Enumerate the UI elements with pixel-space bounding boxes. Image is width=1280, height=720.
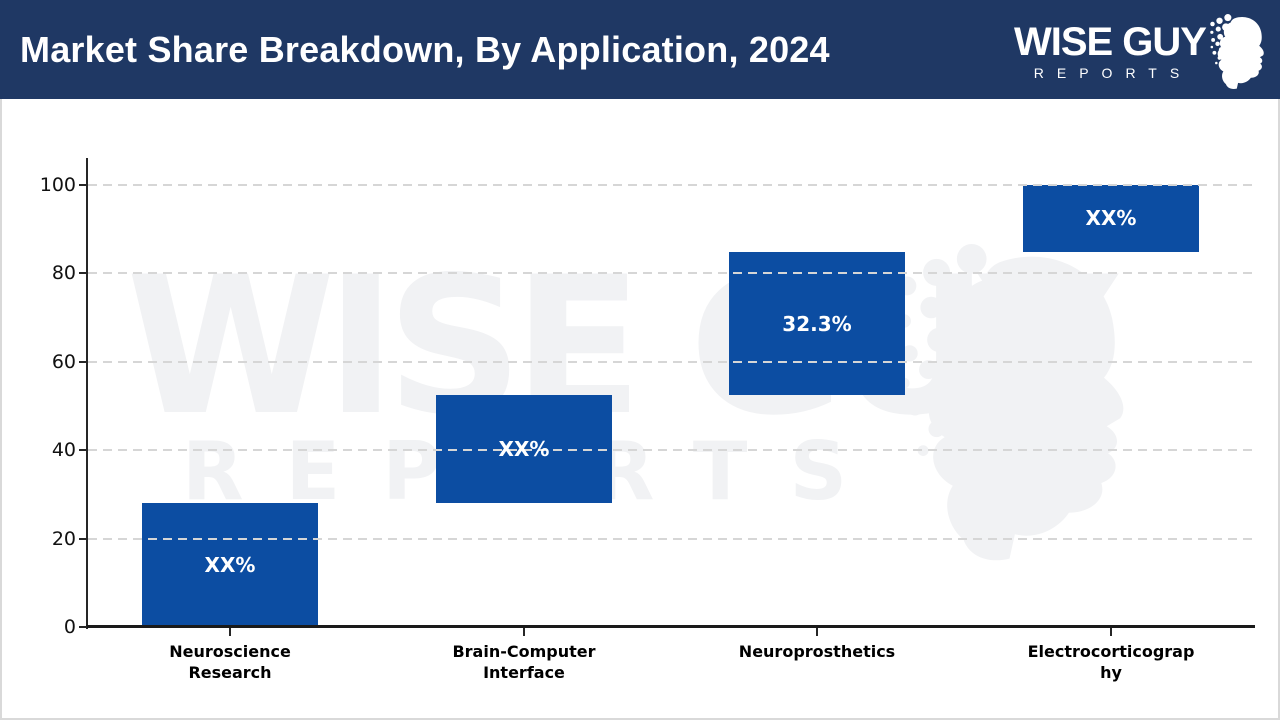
y-axis-tick [79,537,87,540]
wiseguy-head-icon [1208,13,1272,90]
category-label-brain-computer-interface: Brain-Computer Interface [452,642,596,682]
x-axis-tick [816,628,818,636]
x-axis-tick [229,628,231,636]
y-axis-tick [79,449,87,451]
bar-value-label-neuroscience-research: XX% [204,552,256,577]
bar-neuroprosthetics [729,252,905,396]
gridline-y-100 [88,183,1253,186]
category-label-electrocorticography: Electrocorticograp hy [1027,642,1195,682]
chart-title: Market Share Breakdown, By Application, … [20,28,830,70]
y-axis-tick-label: 60 [51,350,76,373]
y-axis-tick-label: 20 [51,527,76,550]
y-axis-line [86,158,88,629]
bar-value-label-neuroprosthetics: 32.3% [782,311,852,336]
bar-value-label-brain-computer-interface: XX% [498,436,550,461]
y-axis-tick-label: 40 [51,439,76,461]
y-axis-tick [79,272,87,274]
bar-neuroscience-research [142,502,318,627]
category-label-neuroprosthetics: Neuroprosthetics [738,642,896,661]
x-axis-tick [523,628,525,636]
bar-brain-computer-interface [436,395,612,503]
logo-subtext: REPORTS [1033,65,1193,81]
y-axis-tick-label: 0 [63,616,76,638]
header-bar: Market Share Breakdown, By Application, … [0,0,1280,99]
gridline-y-40 [88,449,1253,451]
gridline-y-20 [88,537,1253,540]
category-label-neuroscience-research: Neuroscience Research [169,642,291,682]
y-axis-tick-label: 80 [51,262,76,284]
gridline-y-80 [88,272,1253,274]
x-axis-tick [1110,628,1112,636]
wiseguy-logo: WISE GUY REPORTS [1014,8,1272,94]
x-axis-line [86,625,1255,628]
y-axis-tick-label: 100 [39,173,76,196]
logo-wordmark: WISE GUY [1013,20,1207,64]
logo-text: WISE GUY REPORTS [1013,20,1207,81]
y-axis-tick [79,360,87,363]
gridline-y-60 [88,360,1253,363]
y-axis-tick [79,626,87,628]
bar-electrocorticography [1023,184,1199,253]
y-axis-tick [79,183,87,186]
bar-value-label-electrocorticography: XX% [1085,206,1137,231]
